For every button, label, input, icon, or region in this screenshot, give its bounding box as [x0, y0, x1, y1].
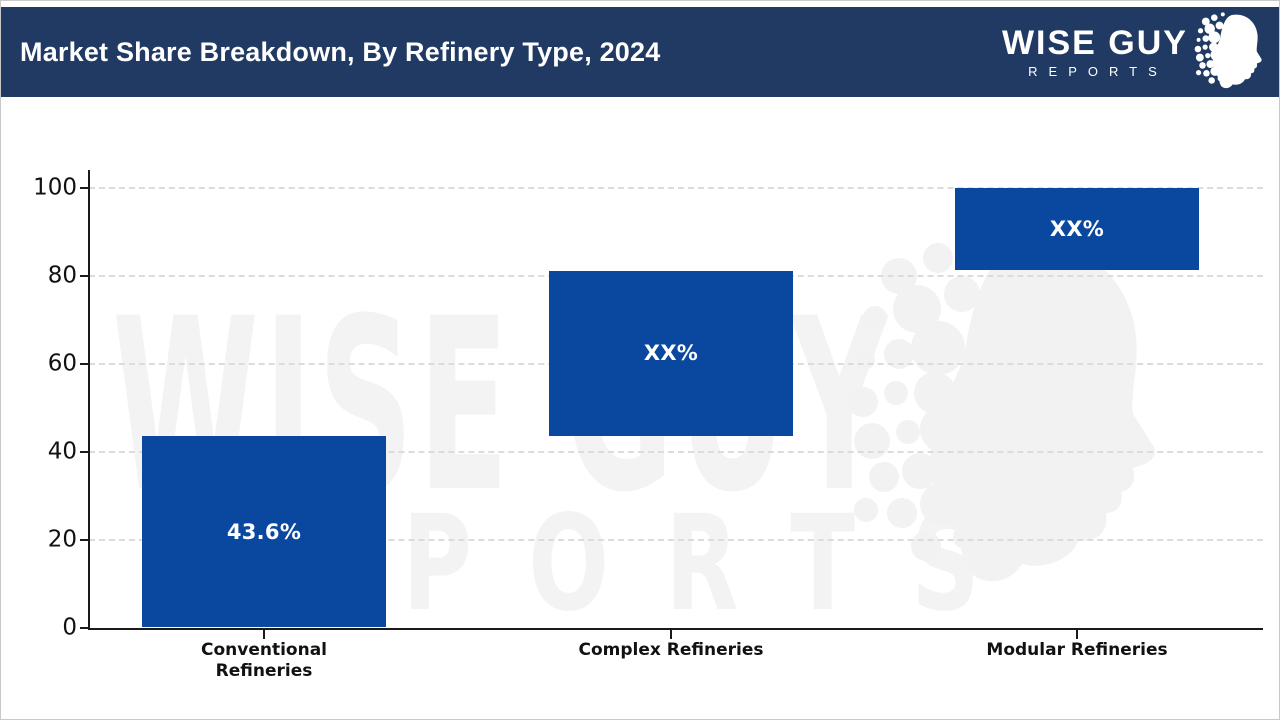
- bar-value-label-3: XX%: [1049, 216, 1105, 241]
- bar-value-label-2: XX%: [643, 341, 699, 366]
- y-tick-20: [80, 538, 88, 541]
- bar-2: XX%: [549, 270, 793, 436]
- category-label-2: Complex Refineries: [578, 640, 764, 660]
- y-tick-100: [80, 186, 88, 189]
- y-tick-60: [80, 362, 88, 365]
- gridline-100: [89, 186, 1263, 189]
- x-tick-3: [1076, 630, 1078, 639]
- logo-face-icon: [1194, 12, 1262, 89]
- y-tick-label-20: 20: [47, 525, 77, 552]
- gridline-40: [89, 450, 1263, 453]
- wise-guy-reports-logo: WISE GUY REPORTS: [1002, 11, 1280, 93]
- y-tick-0: [80, 626, 88, 629]
- y-tick-label-40: 40: [47, 437, 77, 464]
- logo-subtext: REPORTS: [1028, 64, 1168, 79]
- gridline-20: [89, 538, 1263, 541]
- bar-3: XX%: [955, 187, 1199, 271]
- bar-1: 43.6%: [142, 435, 386, 628]
- bar-value-label-1: 43.6%: [226, 519, 302, 544]
- logo-text: WISE GUY REPORTS: [1002, 26, 1188, 78]
- header-bar: Market Share Breakdown, By Refinery Type…: [0, 7, 1280, 97]
- x-axis-line: [88, 628, 1263, 630]
- logo-wordmark: WISE GUY: [1001, 24, 1188, 62]
- x-tick-1: [263, 630, 265, 639]
- x-tick-2: [670, 630, 672, 639]
- y-tick-label-100: 100: [33, 173, 77, 200]
- y-tick-80: [80, 274, 88, 277]
- y-tick-label-80: 80: [47, 261, 77, 288]
- category-label-3: Modular Refineries: [986, 640, 1168, 660]
- watermark-face-icon: [848, 234, 1155, 582]
- chart-title: Market Share Breakdown, By Refinery Type…: [20, 36, 661, 67]
- y-tick-40: [80, 450, 88, 453]
- y-axis-line: [88, 170, 90, 630]
- y-tick-label-60: 60: [47, 349, 77, 376]
- category-label-1: Conventional Refineries: [200, 640, 328, 682]
- y-tick-label-0: 0: [62, 613, 77, 640]
